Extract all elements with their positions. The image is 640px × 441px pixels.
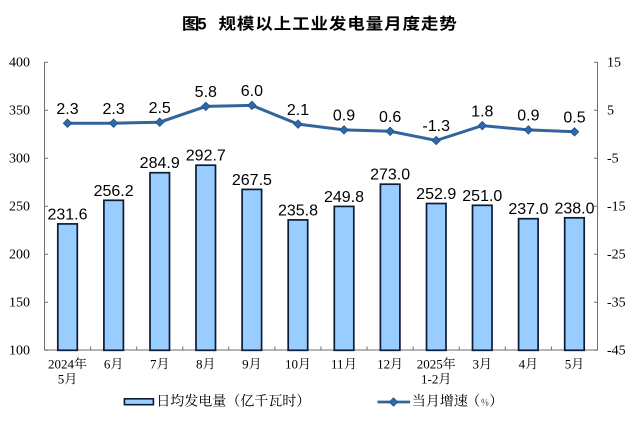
svg-text:-1.3: -1.3 (422, 118, 450, 135)
svg-text:2024: 2024 (48, 356, 75, 371)
svg-text:15: 15 (607, 56, 621, 71)
svg-text:237.0: 237.0 (508, 201, 548, 218)
svg-text:252.9: 252.9 (416, 186, 456, 203)
svg-text:2.3: 2.3 (56, 101, 78, 118)
svg-text:-25: -25 (607, 248, 626, 263)
svg-text:238.0: 238.0 (554, 200, 594, 217)
svg-text:12: 12 (377, 356, 390, 371)
svg-text:292.7: 292.7 (186, 148, 226, 165)
svg-text:3: 3 (473, 356, 480, 371)
svg-text:0.9: 0.9 (333, 108, 355, 125)
svg-text:2.3: 2.3 (102, 101, 124, 118)
svg-text:-35: -35 (607, 296, 626, 311)
svg-text:6.0: 6.0 (241, 83, 263, 100)
svg-text:251.0: 251.0 (462, 188, 502, 205)
svg-text:5: 5 (58, 371, 65, 386)
svg-text:5.8: 5.8 (195, 84, 217, 101)
svg-text:249.8: 249.8 (324, 189, 364, 206)
svg-text:9: 9 (242, 356, 249, 371)
svg-text:256.2: 256.2 (94, 183, 134, 200)
svg-text:300: 300 (9, 152, 30, 167)
svg-text:4: 4 (519, 356, 526, 371)
svg-text:284.9: 284.9 (140, 155, 180, 172)
svg-text:6: 6 (104, 356, 111, 371)
svg-text:200: 200 (9, 248, 30, 263)
svg-text:5: 5 (198, 15, 207, 33)
svg-text:267.5: 267.5 (232, 172, 272, 189)
svg-text:8: 8 (196, 356, 203, 371)
svg-text:11: 11 (331, 356, 344, 371)
svg-text:-15: -15 (607, 200, 626, 215)
svg-text:5: 5 (607, 104, 614, 119)
svg-text:-5: -5 (607, 152, 619, 167)
svg-text:10: 10 (285, 356, 298, 371)
svg-text:150: 150 (9, 296, 30, 311)
svg-text:235.8: 235.8 (278, 202, 318, 219)
svg-text:0.9: 0.9 (517, 108, 539, 125)
svg-text:231.6: 231.6 (47, 206, 87, 223)
svg-text:250: 250 (9, 200, 30, 215)
svg-text:0.5: 0.5 (563, 110, 585, 127)
svg-text:7: 7 (150, 356, 157, 371)
svg-text:2.5: 2.5 (149, 100, 171, 117)
svg-text:1.8: 1.8 (471, 103, 493, 120)
svg-text:2.1: 2.1 (287, 102, 309, 119)
svg-text:2025: 2025 (417, 356, 443, 371)
svg-text:5: 5 (565, 356, 572, 371)
svg-text:350: 350 (9, 104, 30, 119)
svg-text:0.6: 0.6 (379, 109, 401, 126)
svg-text:100: 100 (9, 344, 30, 359)
svg-text:-45: -45 (607, 344, 626, 359)
svg-text:273.0: 273.0 (370, 167, 410, 184)
svg-text:400: 400 (9, 56, 30, 71)
svg-text:1-2: 1-2 (421, 371, 438, 386)
